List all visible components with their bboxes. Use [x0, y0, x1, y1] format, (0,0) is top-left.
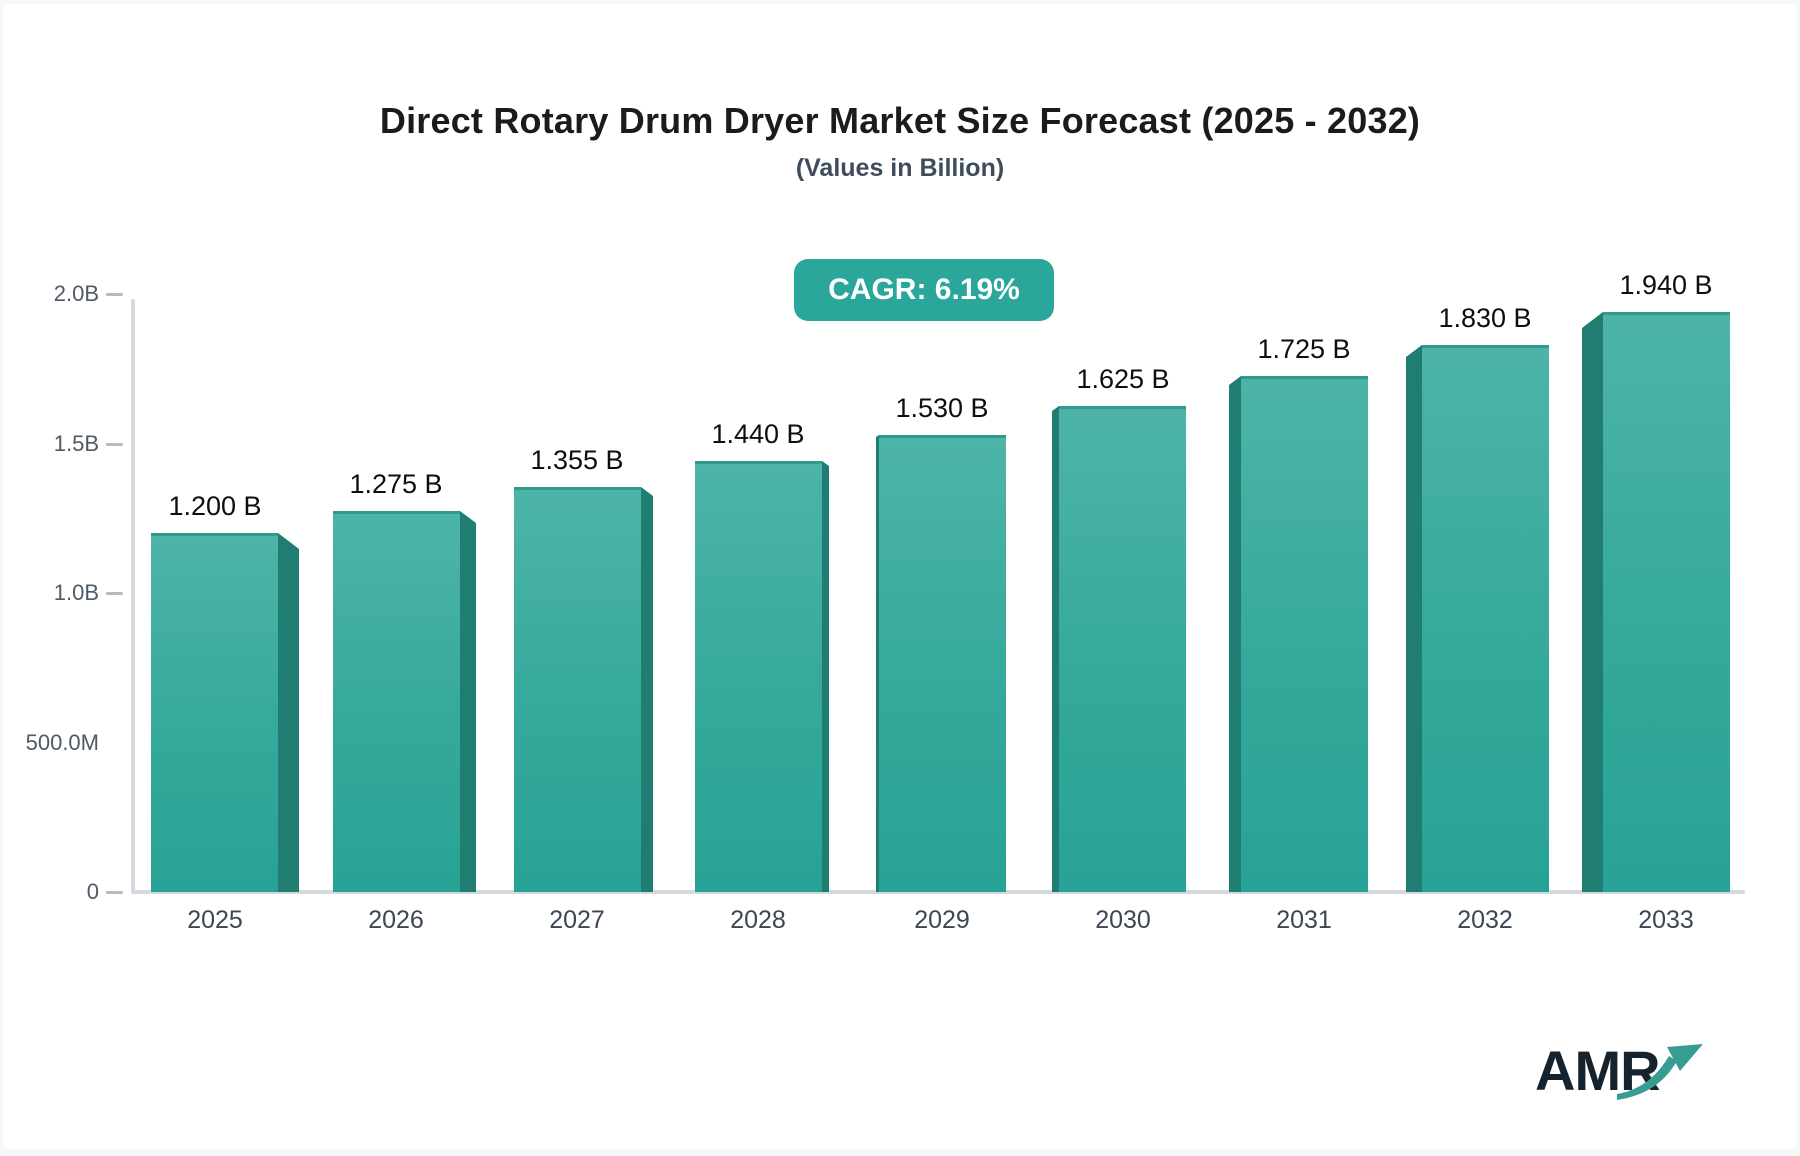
- x-tick-label: 2026: [368, 906, 424, 934]
- x-tick-label: 2033: [1638, 906, 1694, 934]
- y-tick-dash: [106, 891, 123, 894]
- x-axis-line: [131, 890, 1745, 894]
- bar-2026: [333, 511, 476, 892]
- x-tick-label: 2028: [730, 906, 786, 934]
- bar-face: [151, 533, 278, 892]
- bar-value-label: 1.440 B: [711, 419, 805, 449]
- bar-2032: [1406, 345, 1549, 892]
- bar-face: [879, 435, 1006, 892]
- bar-side-shadow: [876, 435, 879, 892]
- chart-card: Direct Rotary Drum Dryer Market Size For…: [3, 4, 1797, 1149]
- bar-2028: [695, 461, 829, 892]
- bar-2030: [1052, 406, 1186, 892]
- y-axis-line: [131, 299, 135, 894]
- bar-face: [1603, 312, 1730, 892]
- cagr-badge: CAGR: 6.19%: [794, 259, 1054, 321]
- x-tick-label: 2031: [1276, 906, 1332, 934]
- bar-2033: [1582, 312, 1730, 892]
- chart-subtitle: (Values in Billion): [795, 154, 1005, 182]
- bar-2027: [514, 487, 653, 892]
- bar-face: [1422, 345, 1549, 892]
- bar-2031: [1229, 376, 1368, 892]
- y-tick-label: 2.0B: [53, 281, 99, 306]
- x-tick-label: 2025: [187, 906, 243, 934]
- bar-value-label: 1.830 B: [1438, 303, 1532, 333]
- bar-2025: [151, 533, 299, 892]
- bar-side-shadow: [1229, 376, 1241, 892]
- bar-value-label: 1.275 B: [349, 469, 443, 499]
- bar-side-shadow: [460, 511, 476, 892]
- y-tick-dash: [106, 592, 123, 595]
- x-tick-label: 2030: [1095, 906, 1151, 934]
- y-tick-dash: [106, 293, 123, 296]
- x-tick-label: 2029: [914, 906, 970, 934]
- y-tick-label: 1.5B: [53, 430, 99, 456]
- bar-side-shadow: [278, 533, 299, 892]
- amr-logo: AMR: [1535, 1038, 1735, 1118]
- bar-face: [695, 461, 822, 892]
- bar-face: [333, 511, 460, 892]
- bar-value-label: 1.355 B: [530, 445, 624, 475]
- y-tick-label: 0: [86, 879, 99, 904]
- bar-chart: 2.0B 1.5B 1.0B 500.0M 0 1.200 B 2025 1.275 B 202…: [3, 4, 1797, 1149]
- bar-value-label: 1.940 B: [1619, 270, 1713, 300]
- bar-side-shadow: [822, 461, 829, 892]
- y-tick-label: 1.0B: [53, 580, 99, 605]
- bar-face: [1059, 406, 1186, 892]
- bar-face: [514, 487, 641, 892]
- bar-2029: [876, 435, 1006, 892]
- bar-side-shadow: [1052, 406, 1059, 892]
- bar-side-shadow: [641, 487, 653, 892]
- x-tick-label: 2027: [549, 906, 605, 934]
- bar-side-shadow: [1582, 312, 1603, 892]
- bar-value-label: 1.725 B: [1257, 334, 1351, 364]
- y-tick-label: 500.0M: [25, 729, 99, 755]
- x-tick-label: 2032: [1457, 906, 1513, 934]
- bar-side-shadow: [1406, 345, 1422, 892]
- chart-title: Direct Rotary Drum Dryer Market Size For…: [379, 100, 1421, 141]
- bar-value-label: 1.530 B: [895, 393, 989, 423]
- bar-face: [1241, 376, 1368, 892]
- growth-arrow-icon: [1617, 1044, 1703, 1100]
- bar-value-label: 1.625 B: [1076, 364, 1170, 394]
- y-tick-dash: [106, 442, 123, 446]
- bar-value-label: 1.200 B: [168, 491, 262, 521]
